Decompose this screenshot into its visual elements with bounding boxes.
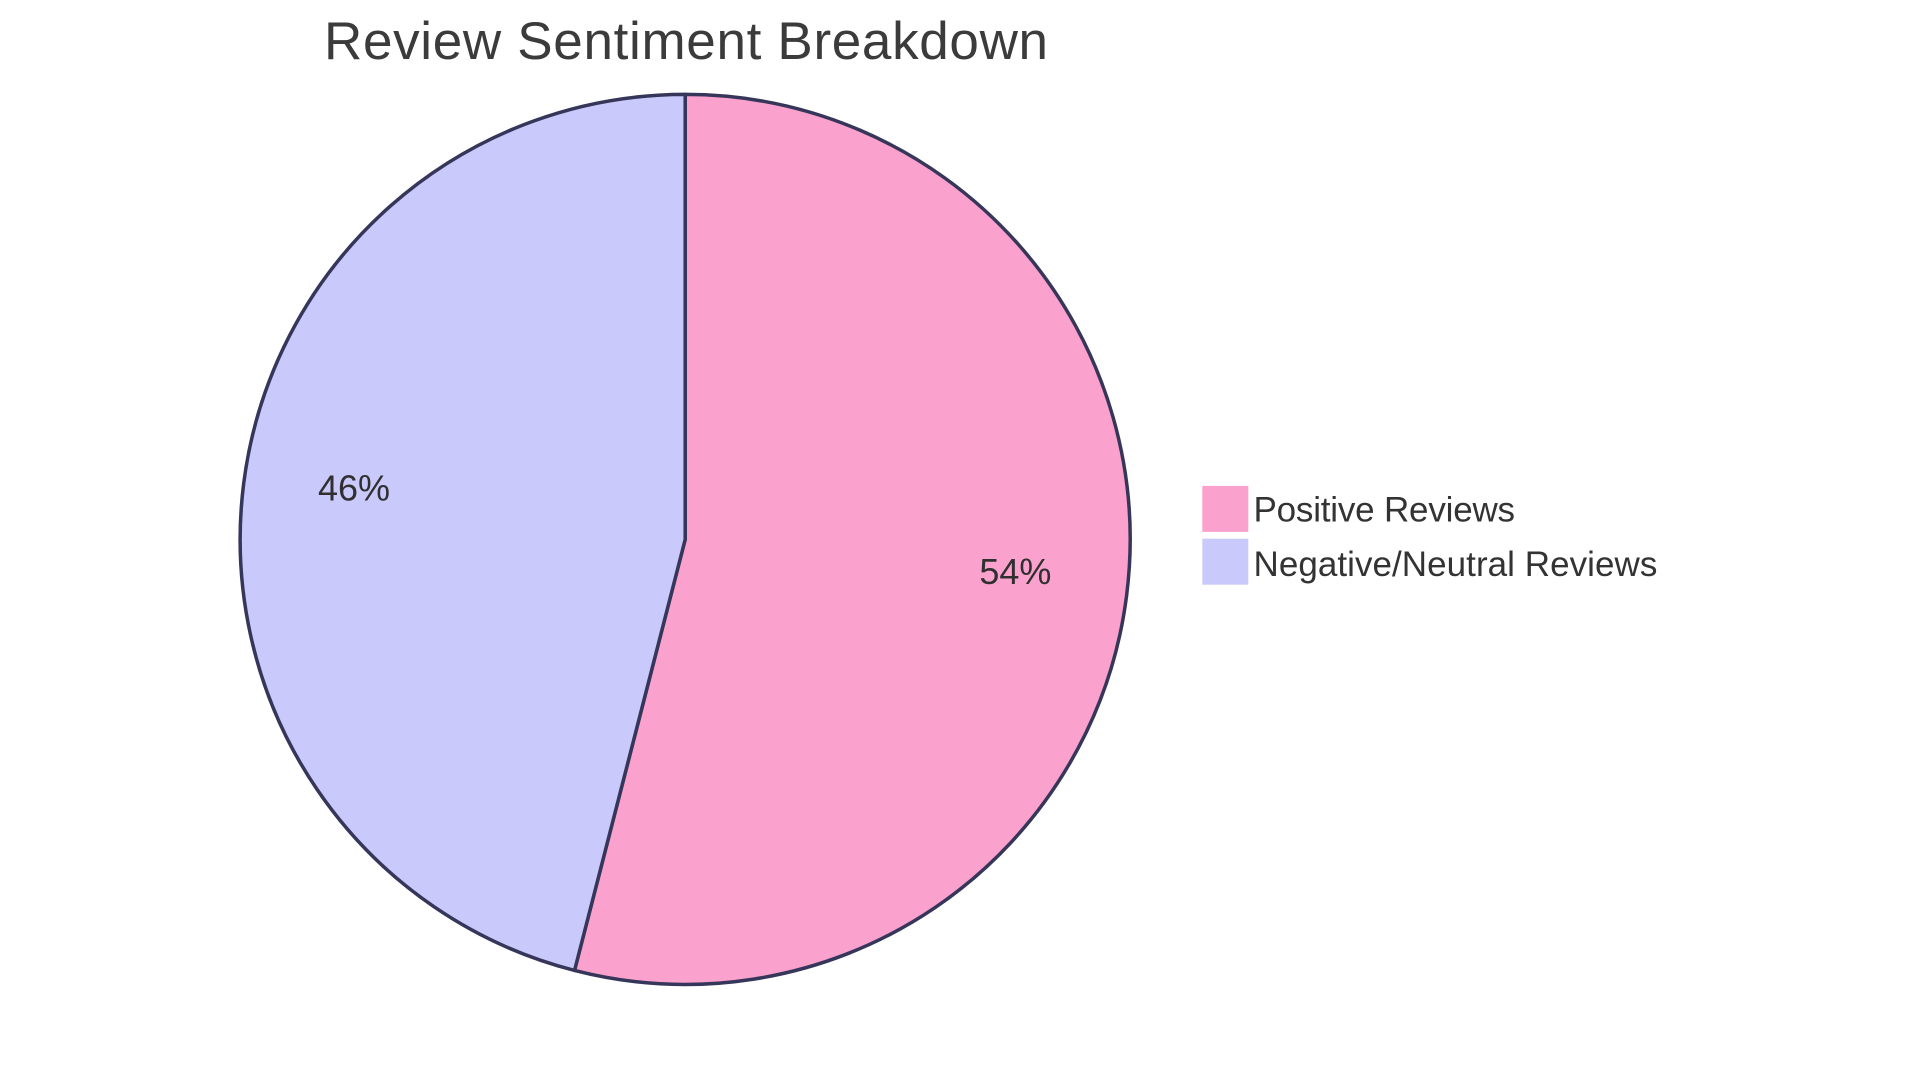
svg-text:Positive Reviews: Positive Reviews [1254, 491, 1515, 530]
svg-text:Review Sentiment Breakdown: Review Sentiment Breakdown [324, 12, 1048, 71]
svg-text:46%: 46% [318, 468, 390, 509]
svg-text:Negative/Neutral Reviews: Negative/Neutral Reviews [1254, 545, 1658, 584]
svg-text:54%: 54% [979, 551, 1051, 592]
